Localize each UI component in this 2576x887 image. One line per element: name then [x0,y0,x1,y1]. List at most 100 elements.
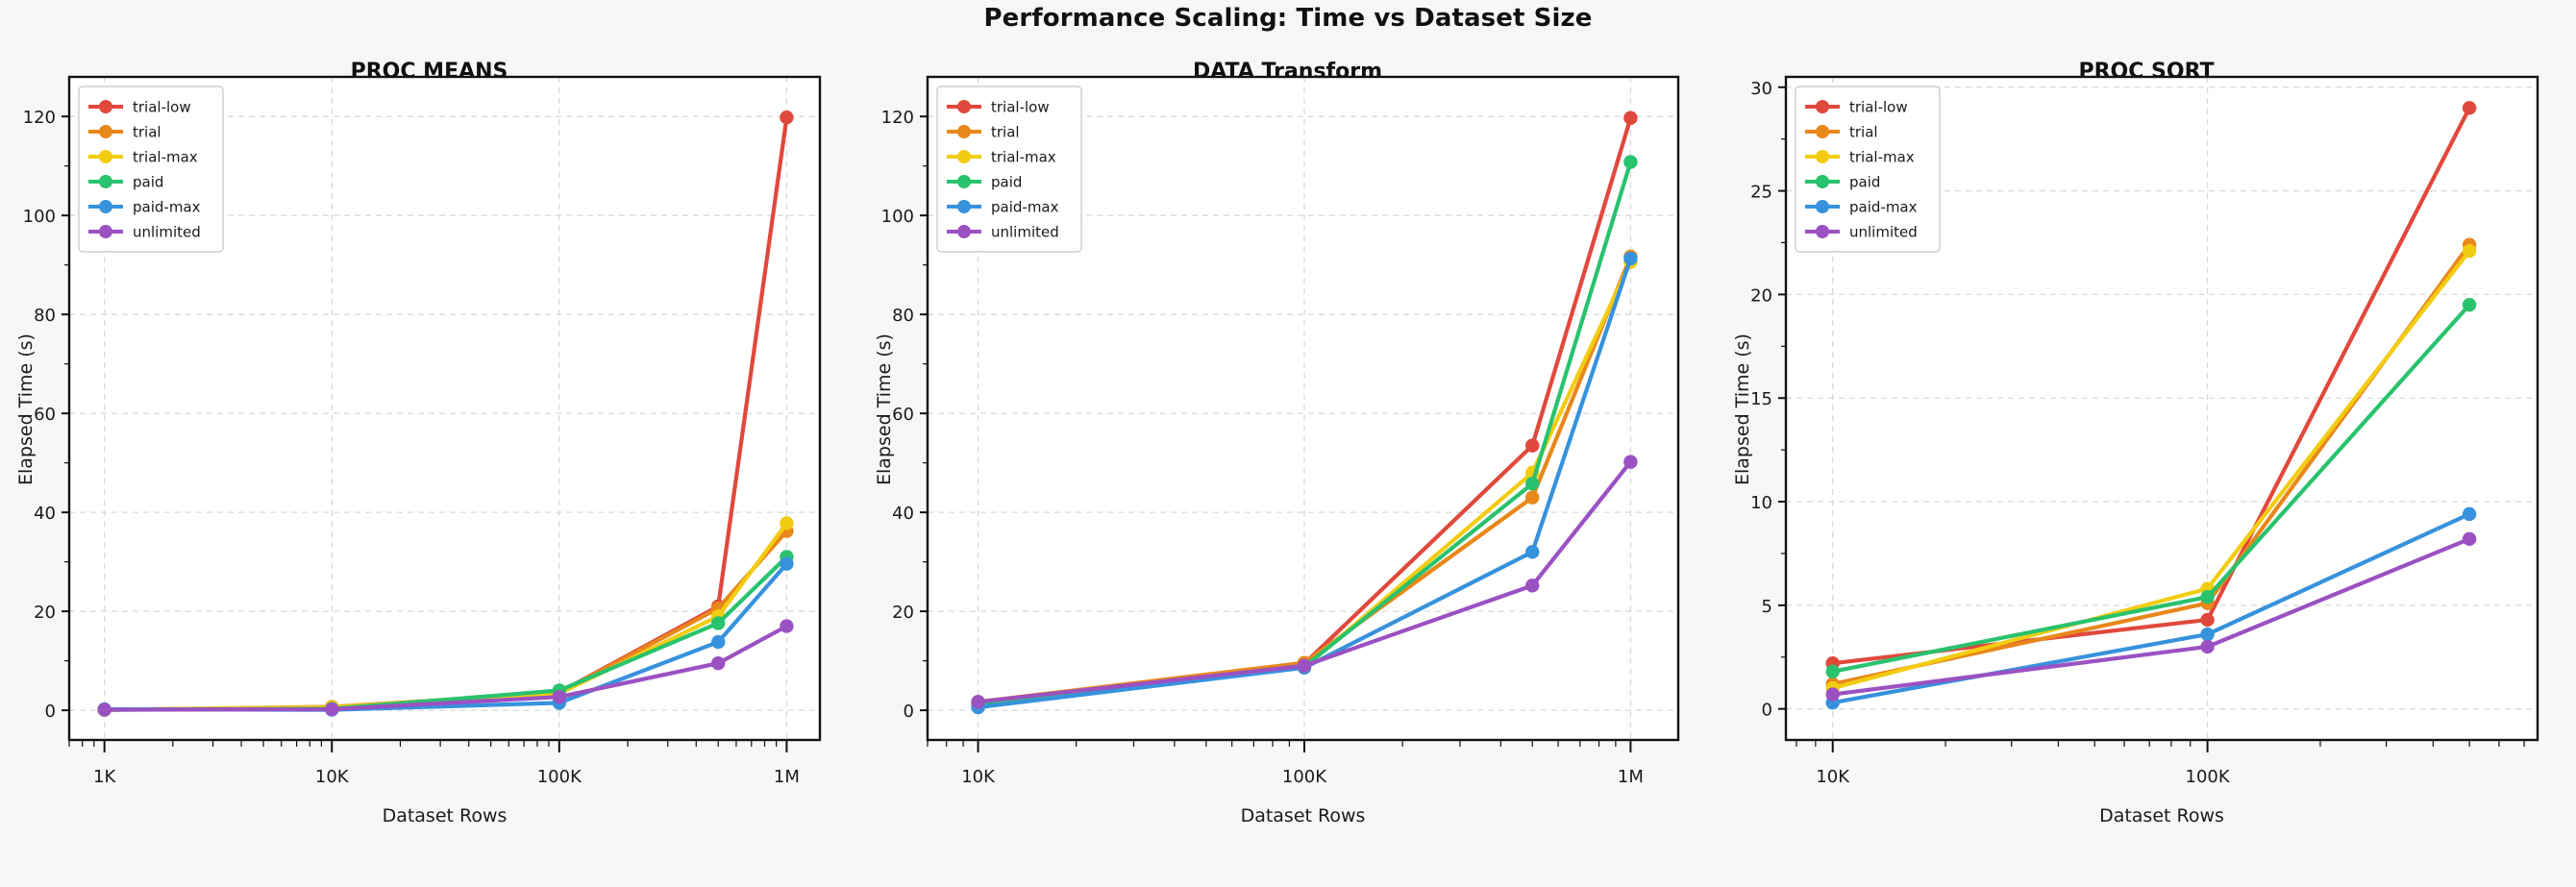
series-group [971,111,1638,715]
legend-label-trial: trial [1849,124,1878,141]
data-point-unlimited [971,695,985,709]
y-tick-label: 120 [881,108,914,128]
y-tick-label: 5 [1762,597,1772,617]
data-point-trial-low [2200,612,2215,628]
y-tick-label: 40 [34,504,56,524]
legend-label-trial-max: trial-max [133,149,198,166]
data-point-paid [2462,297,2477,312]
data-point-unlimited [2200,639,2215,654]
y-tick-label: 100 [881,207,914,227]
x-tick-label: 10K [1816,767,1850,787]
subplot-data-transform: DATA Transform 10K 100K 1M 0 20 40 60 80 100 120 t… [858,50,1717,876]
plot-area: 10K 100K 0 5 10 15 20 25 30 trial-low trial trial-m… [1717,50,2576,876]
y-tick-label: 20 [892,603,914,623]
legend-label-unlimited: unlimited [1849,224,1918,241]
data-point-paid-max [2200,627,2215,642]
subplot-proc-sort: PROC SORT 10K 100K 0 5 10 15 20 25 30 trial-low tr… [1717,50,2576,876]
plot-area: 1K 10K 100K 1M 0 20 40 60 80 100 120 trial-low trial… [0,50,858,876]
x-axis-label: Dataset Rows [382,805,508,826]
y-tick-label: 60 [892,405,914,425]
figure-title: Performance Scaling: Time vs Dataset Siz… [983,4,1593,33]
data-point-trial-low [2462,101,2477,115]
legend-label-paid-max: paid-max [133,199,201,216]
data-point-paid-max [1525,545,1540,559]
y-tick-label: 40 [892,504,914,524]
x-axis-label: Dataset Rows [1240,805,1366,826]
y-tick-label: 100 [23,207,56,227]
legend-label-paid: paid [991,174,1022,191]
data-point-unlimited [711,655,726,671]
x-tick-label: 100K [1282,767,1327,787]
data-point-unlimited [325,702,339,717]
y-tick-label: 20 [1750,285,1772,306]
data-point-paid-max [1623,251,1638,266]
data-point-trial-max [2462,243,2477,259]
legend: trial-low trial trial-max paid paid-max unlim… [1795,86,1941,253]
x-tick-label: 1K [93,767,116,787]
data-point-paid-max [2462,506,2477,522]
legend-label-unlimited: unlimited [133,224,201,241]
plot-canvas: 10K 100K 0 5 10 15 20 25 30 trial-low trial trial-m… [1750,75,2539,787]
x-tick-label: 100K [537,767,582,787]
series-group [97,111,794,717]
data-point-paid [711,616,726,630]
plot-area: 10K 100K 1M 0 20 40 60 80 100 120 trial-low trial tr… [858,50,1717,876]
y-tick-label: 25 [1750,183,1772,203]
legend-label-paid-max: paid-max [991,199,1059,216]
data-point-unlimited [780,619,794,633]
y-tick-label: 20 [34,603,56,623]
data-point-paid [1825,664,1840,679]
y-tick-label: 120 [23,108,56,128]
data-point-unlimited [1825,687,1840,702]
x-tick-label: 1M [1618,767,1644,787]
data-point-unlimited [552,690,567,704]
series-line-unlimited [976,459,1633,704]
x-tick-label: 10K [315,767,350,787]
series-line-paid-max [976,256,1633,710]
legend: trial-low trial trial-max paid paid-max unlim… [936,86,1082,253]
y-tick-label: 80 [892,306,914,326]
subplot-proc-means: PROC MEANS 1K 10K 100K 1M 0 20 40 60 80 100 120 tri… [0,50,858,876]
legend-label-paid: paid [1849,174,1880,191]
legend-label-trial-low: trial-low [133,99,191,116]
y-axis-label: Elapsed Time (s) [15,333,37,485]
data-point-unlimited [2462,531,2477,547]
y-tick-label: 30 [1750,79,1772,99]
plot-canvas: 1K 10K 100K 1M 0 20 40 60 80 100 120 trial-low trial… [23,75,822,787]
x-tick-label: 10K [961,767,996,787]
legend-label-trial: trial [133,124,161,141]
data-point-trial-low [780,111,794,125]
y-tick-label: 60 [34,405,56,425]
data-point-trial-max [780,516,794,530]
data-point-unlimited [1623,455,1638,469]
data-point-trial [1525,490,1540,505]
data-point-paid [1525,477,1540,491]
legend-label-trial: trial [991,124,1020,141]
data-point-paid-max [711,634,726,650]
y-axis-label: Elapsed Time (s) [1732,333,1753,485]
x-axis-label: Dataset Rows [2099,805,2224,826]
y-tick-label: 0 [904,702,914,722]
data-point-paid [2200,590,2215,604]
data-point-unlimited [1525,579,1540,593]
y-axis-label: Elapsed Time (s) [874,333,895,485]
x-tick-label: 1M [774,767,800,787]
y-tick-label: 80 [34,306,56,326]
y-tick-label: 0 [45,702,56,722]
data-point-trial-low [1525,438,1540,453]
y-tick-label: 10 [1750,493,1772,513]
data-point-trial-low [1623,111,1638,125]
legend-label-unlimited: unlimited [991,224,1059,241]
legend: trial-low trial trial-max paid paid-max unlim… [78,86,224,253]
data-point-paid [1623,155,1638,169]
plot-canvas: 10K 100K 1M020406080100120trial-lowtrialtr… [881,75,1680,787]
x-tick-label: 100K [2186,767,2231,787]
legend-label-trial-low: trial-low [991,99,1050,116]
legend-label-trial-max: trial-max [1849,149,1915,166]
legend-label-paid-max: paid-max [1849,199,1918,216]
data-point-unlimited [1297,658,1312,673]
legend-label-trial-low: trial-low [1849,99,1908,116]
data-point-unlimited [97,702,111,717]
y-tick-label: 15 [1750,389,1772,409]
